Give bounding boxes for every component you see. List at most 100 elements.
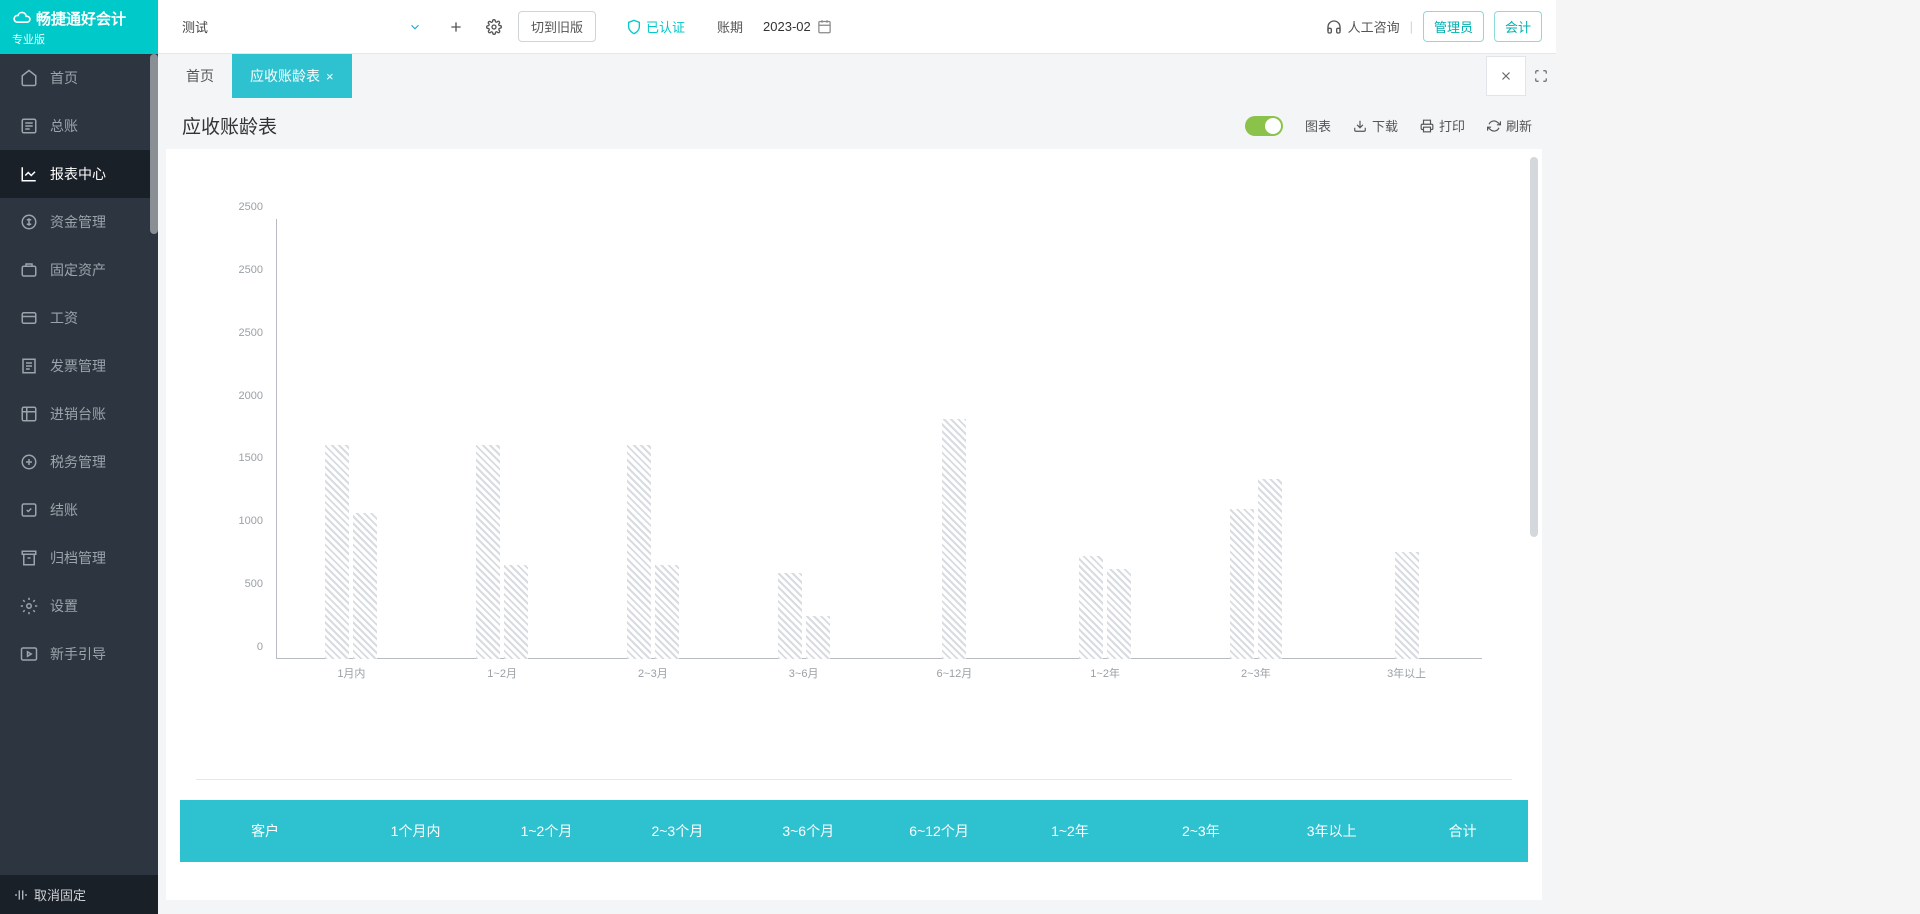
tab-bar: 首页 应收账龄表 × xyxy=(158,54,1556,98)
table-header: 客户1个月内1~2个月2~3个月3~6个月6~12个月1~2年2~3年3年以上合… xyxy=(180,800,1528,862)
sidebar-item-invoice[interactable]: 发票管理 xyxy=(0,342,158,390)
refresh-button[interactable]: 刷新 xyxy=(1487,116,1532,135)
download-icon xyxy=(1353,119,1367,133)
tab-home[interactable]: 首页 xyxy=(168,54,232,98)
bar xyxy=(1230,509,1254,659)
bar xyxy=(627,445,651,659)
close-all-tabs-button[interactable] xyxy=(1486,56,1526,96)
salary-icon xyxy=(20,309,38,327)
x-label: 3年以上 xyxy=(1387,665,1426,681)
y-axis: 0500100015002000250025002500 xyxy=(221,219,271,659)
sidebar-item-home[interactable]: 首页 xyxy=(0,54,158,102)
sidebar-item-report[interactable]: 报表中心 xyxy=(0,150,158,198)
content-actions: 图表 下载 打印 刷新 xyxy=(1245,116,1532,136)
sidebar-item-label: 报表中心 xyxy=(50,164,106,184)
role-accountant-button[interactable]: 会计 xyxy=(1494,11,1542,42)
chevron-down-icon xyxy=(408,20,422,34)
x-label: 6~12月 xyxy=(936,665,972,681)
table-column-header: 1个月内 xyxy=(350,821,481,841)
y-tick: 0 xyxy=(257,641,263,653)
bar xyxy=(1107,569,1131,659)
sidebar-item-archive[interactable]: 归档管理 xyxy=(0,534,158,582)
bar xyxy=(806,616,830,659)
sidebar-pin-toggle[interactable]: 取消固定 xyxy=(0,875,158,914)
x-axis-line xyxy=(276,658,1482,659)
bar-group xyxy=(942,419,966,659)
sidebar-item-label: 归档管理 xyxy=(50,548,106,568)
bar-group xyxy=(778,573,830,659)
pin-icon xyxy=(14,888,28,902)
tab-label: 首页 xyxy=(186,66,214,86)
chart-toggle[interactable] xyxy=(1245,116,1283,136)
y-tick: 2500 xyxy=(239,327,263,339)
print-label: 打印 xyxy=(1439,116,1465,135)
sidebar-item-settings[interactable]: 设置 xyxy=(0,582,158,630)
sidebar-item-psi[interactable]: 进销台账 xyxy=(0,390,158,438)
table-column-header: 2~3年 xyxy=(1135,821,1266,841)
fund-icon xyxy=(20,213,38,231)
fullscreen-button[interactable] xyxy=(1526,69,1556,83)
sidebar-item-guide[interactable]: 新手引导 xyxy=(0,630,158,678)
x-label: 1月内 xyxy=(337,665,365,681)
bar-group xyxy=(1079,556,1131,659)
calendar-icon xyxy=(817,19,832,34)
y-tick: 2000 xyxy=(239,390,263,402)
consult-button[interactable]: 人工咨询 xyxy=(1326,17,1400,36)
table-column-header: 合计 xyxy=(1397,821,1528,841)
bar xyxy=(476,445,500,659)
asset-icon xyxy=(20,261,38,279)
sidebar-item-tax[interactable]: 税务管理 xyxy=(0,438,158,486)
guide-icon xyxy=(20,645,38,663)
y-tick: 500 xyxy=(245,578,263,590)
bar xyxy=(1258,479,1282,659)
table-column-header: 3~6个月 xyxy=(743,821,874,841)
download-button[interactable]: 下载 xyxy=(1353,116,1398,135)
sidebar-item-salary[interactable]: 工资 xyxy=(0,294,158,342)
refresh-label: 刷新 xyxy=(1506,116,1532,135)
chart-area: 1月内1~2月2~3月3~6月6~12月1~2年2~3年3年以上 0 500 100… xyxy=(166,149,1542,759)
bar-group xyxy=(476,445,528,659)
brand-name: 畅捷通好会计 xyxy=(36,8,126,29)
cloud-icon xyxy=(12,8,32,28)
psi-icon xyxy=(20,405,38,423)
x-label: 3~6月 xyxy=(789,665,819,681)
sidebar-item-ledger[interactable]: 总账 xyxy=(0,102,158,150)
brand-logo: 畅捷通好会计 专业版 xyxy=(0,0,158,54)
report-icon xyxy=(20,165,38,183)
tab-receivable-aging[interactable]: 应收账龄表 × xyxy=(232,54,352,98)
org-settings-button[interactable] xyxy=(480,13,508,41)
bar xyxy=(1395,552,1419,659)
verified-label: 已认证 xyxy=(646,17,685,36)
table-column-header: 1~2年 xyxy=(1005,821,1136,841)
y-tick: 1000 xyxy=(239,515,263,527)
pin-label: 取消固定 xyxy=(34,885,86,904)
role-admin-button[interactable]: 管理员 xyxy=(1423,11,1484,42)
switch-old-version-button[interactable]: 切到旧版 xyxy=(518,11,596,42)
table-column-header: 1~2个月 xyxy=(481,821,612,841)
sidebar-item-asset[interactable]: 固定资产 xyxy=(0,246,158,294)
verified-badge: 已认证 xyxy=(626,17,685,36)
close-icon[interactable]: × xyxy=(326,69,334,84)
org-selector[interactable]: 测试 xyxy=(172,11,432,42)
add-org-button[interactable] xyxy=(442,13,470,41)
x-label: 2~3月 xyxy=(638,665,668,681)
close-icon xyxy=(20,501,38,519)
chart-plot: 1月内1~2月2~3月3~6月6~12月1~2年2~3年3年以上 xyxy=(276,219,1482,659)
table-column-header: 客户 xyxy=(180,821,350,841)
sidebar-scrollbar[interactable] xyxy=(150,54,158,234)
sidebar-item-label: 工资 xyxy=(50,308,78,328)
sidebar-item-label: 进销台账 xyxy=(50,404,106,424)
chart-card: 1月内1~2月2~3月3~6月6~12月1~2年2~3年3年以上 0 500 100… xyxy=(166,149,1542,900)
sidebar-item-label: 总账 xyxy=(50,116,78,136)
main-area: 测试 切到旧版 已认证 账期 2023-02 xyxy=(158,0,1556,914)
period-selector[interactable]: 2023-02 xyxy=(763,19,832,34)
bar-group xyxy=(1230,479,1282,659)
sidebar-nav: 首页总账报表中心资金管理固定资产工资发票管理进销台账税务管理结账归档管理设置新手… xyxy=(0,54,158,914)
print-icon xyxy=(1420,119,1434,133)
bar xyxy=(942,419,966,659)
content: 应收账龄表 图表 下载 打印 刷新 xyxy=(158,98,1556,914)
sidebar-item-fund[interactable]: 资金管理 xyxy=(0,198,158,246)
sidebar-item-close[interactable]: 结账 xyxy=(0,486,158,534)
print-button[interactable]: 打印 xyxy=(1420,116,1465,135)
table-column-header: 3年以上 xyxy=(1266,821,1397,841)
